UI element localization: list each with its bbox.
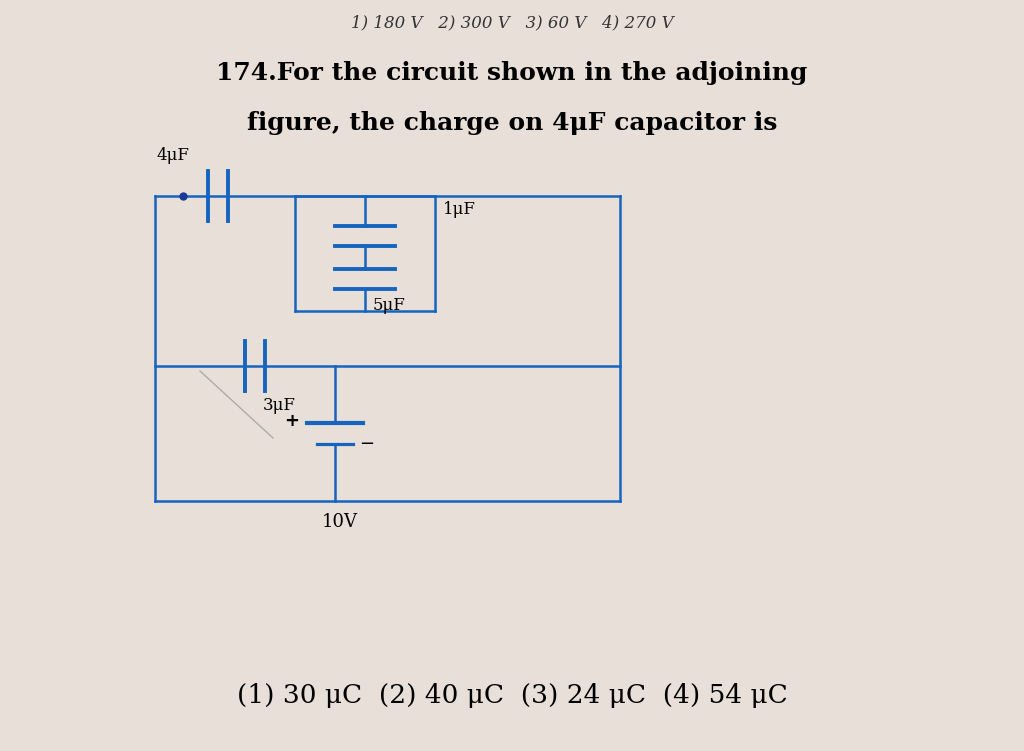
Text: 10V: 10V: [322, 513, 358, 531]
Text: 174.For the circuit shown in the adjoining: 174.For the circuit shown in the adjoini…: [216, 61, 808, 85]
Text: 3μF: 3μF: [263, 397, 296, 414]
Text: 1) 180 V   2) 300 V   3) 60 V   4) 270 V: 1) 180 V 2) 300 V 3) 60 V 4) 270 V: [350, 14, 674, 32]
Text: −: −: [359, 435, 374, 453]
Text: figure, the charge on 4μF capacitor is: figure, the charge on 4μF capacitor is: [247, 111, 777, 135]
Text: 4μF: 4μF: [157, 147, 189, 164]
Text: 1μF: 1μF: [443, 201, 476, 218]
Text: 5μF: 5μF: [373, 297, 406, 314]
Text: +: +: [284, 412, 299, 430]
Text: (1) 30 μC  (2) 40 μC  (3) 24 μC  (4) 54 μC: (1) 30 μC (2) 40 μC (3) 24 μC (4) 54 μC: [237, 683, 787, 708]
